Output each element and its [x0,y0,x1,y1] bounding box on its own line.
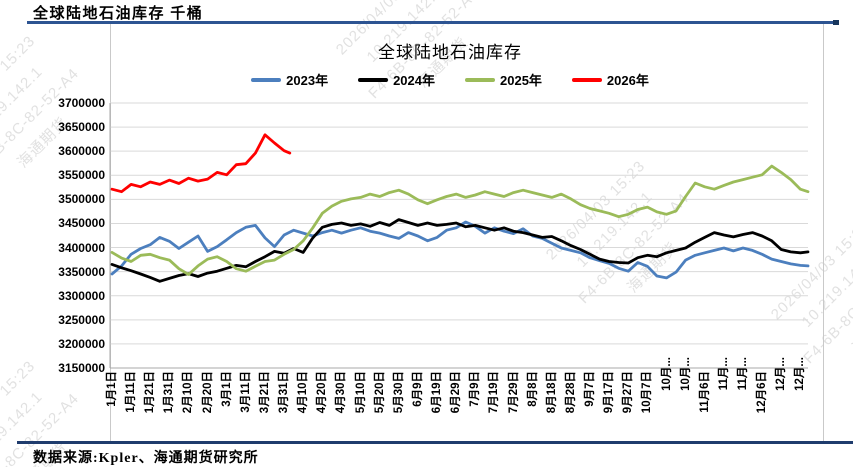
legend-label: 2026年 [606,73,649,88]
y-tick-label: 3650000 [58,120,105,135]
x-tick-label: 1月11日 [125,371,138,413]
x-tick-label: 12月... [794,357,807,391]
x-tick-label: 4月20日 [316,371,329,414]
x-tick-label: 3月1日 [220,371,233,407]
y-tick-label: 3250000 [58,312,105,327]
x-tick-label: 4月10日 [297,371,310,414]
legend-swatch [571,77,602,82]
x-tick-label: 1月1日 [106,371,118,407]
source-note: 数据来源:Kpler、海通期货研究所 [33,451,259,466]
x-tick-label: 10月... [660,357,673,391]
y-tick-label: 3600000 [58,144,105,159]
x-tick-label: 10月... [679,357,692,391]
x-tick-label: 5月30日 [392,371,405,414]
x-tick-label: 2月10日 [182,371,195,414]
x-tick-label: 5月10日 [354,371,367,414]
y-tick-label: 3300000 [58,288,105,303]
x-tick-label: 2月20日 [201,371,214,414]
x-tick-label: 7月9日 [469,371,482,407]
y-tick-label: 3350000 [58,264,105,279]
x-tick-label: 7月29日 [507,371,520,414]
x-tick-label: 9月17日 [603,371,616,414]
series-line-2024年 [110,218,810,283]
x-tick-label: 9月7日 [584,371,597,407]
legend-swatch [358,77,389,82]
header-rule [27,21,833,24]
x-tick-label: 3月31日 [278,371,291,414]
x-tick-label: 11月... [736,357,749,391]
x-tick-label: 6月29日 [450,371,463,414]
series-line-2026年 [110,133,292,194]
y-tick-label: 3550000 [58,168,105,183]
y-tick-label: 3450000 [58,216,105,231]
x-tick-label: 8月28日 [564,371,577,414]
cell-border-right [823,24,824,441]
footer-rule [17,441,853,444]
chart-title: 全球陆地石油库存 [378,43,522,62]
legend-item: 2026年 [571,70,649,89]
y-tick-label: 3200000 [58,336,105,351]
x-tick-label: 10月7日 [641,371,654,414]
x-tick-label: 12月6日 [756,371,769,414]
x-tick-label: 1月31日 [163,371,176,414]
x-tick-label: 12月... [775,357,788,391]
y-tick-label: 3500000 [58,192,105,207]
y-tick-label: 3150000 [58,361,105,375]
x-tick-label: 3月11日 [239,371,252,413]
legend-swatch [251,77,282,82]
legend-label: 2025年 [500,73,542,88]
series-line-2023年 [110,220,810,280]
y-tick-label: 3400000 [58,240,105,255]
legend-label: 2024年 [393,73,435,88]
x-tick-label: 9月27日 [622,371,635,414]
legend-item: 2023年 [251,70,328,89]
legend-label: 2023年 [286,73,329,88]
x-tick-label: 6月19日 [431,371,444,414]
chart-legend: 2023年 2024年 2025年 2026年 [110,70,790,89]
x-tick-label: 11月6日 [698,371,711,413]
x-tick-label: 6月9日 [411,371,424,407]
legend-swatch [465,77,495,82]
x-tick-label: 5月20日 [373,371,386,414]
header-rule-end [833,20,839,25]
legend-item: 2024年 [358,70,435,89]
series-line-2025年 [110,164,810,276]
x-tick-label: 7月19日 [488,371,501,414]
y-tick-label: 3700000 [58,96,105,110]
x-tick-label: 11月... [717,357,730,391]
page-title: 全球陆地石油库存 千桶 [33,6,204,22]
x-tick-label: 8月8日 [526,371,539,407]
x-tick-label: 1月21日 [144,371,157,414]
x-tick-label: 8月18日 [545,371,558,414]
legend-item: 2025年 [465,70,542,89]
x-tick-label: 3月21日 [258,371,271,414]
x-tick-label: 4月30日 [335,371,348,414]
